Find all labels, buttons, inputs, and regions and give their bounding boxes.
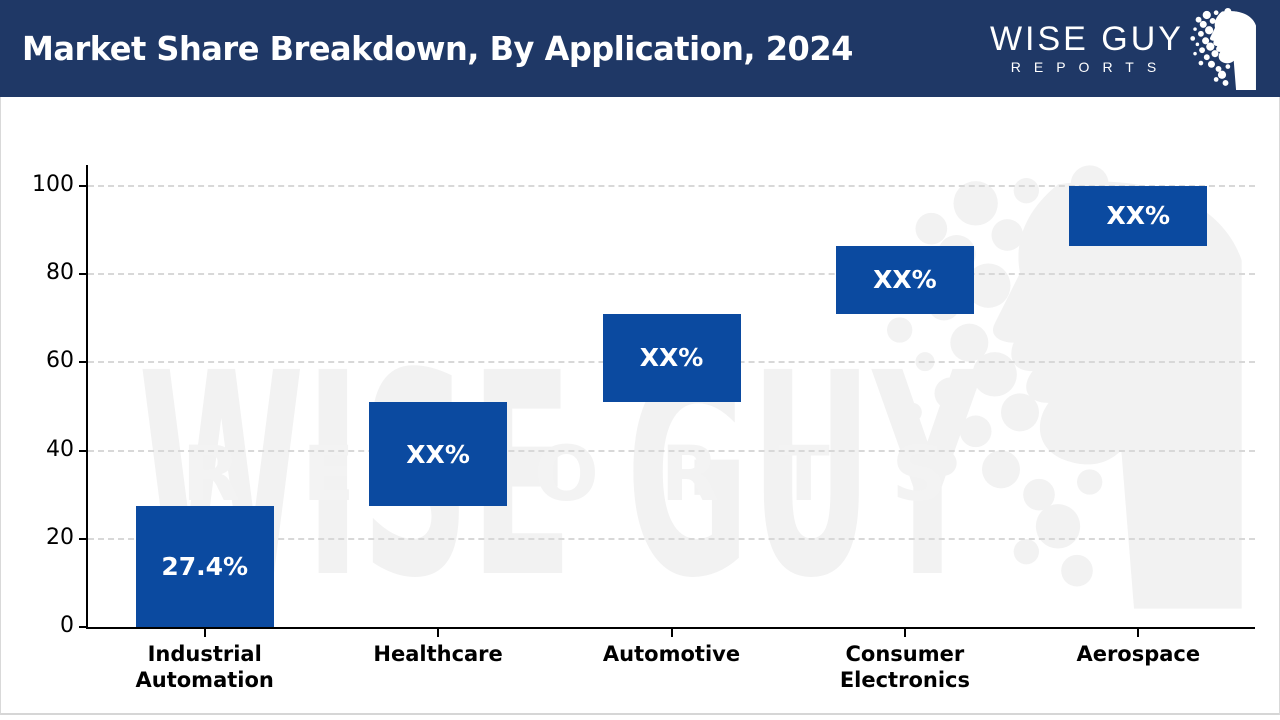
wise-guy-reports-logo: WISE GUY REPORTS: [989, 7, 1258, 90]
bar-value-label: 27.4%: [161, 552, 249, 582]
y-tick-label: 60: [46, 348, 74, 374]
y-tick-mark: [79, 273, 87, 276]
bar-value-label: XX%: [1106, 201, 1171, 231]
bar-segment: 27.4%: [135, 506, 274, 627]
logo-face-icon: [1190, 7, 1256, 90]
bar-segment: XX%: [369, 402, 508, 507]
x-tick-mark: [437, 629, 440, 637]
bar-value-label: XX%: [873, 265, 937, 295]
x-category-label: Consumer Electronics: [839, 642, 970, 693]
plot-area: 27.4% XX% XX% XX% XX%: [88, 165, 1255, 627]
x-axis: [86, 627, 1255, 629]
y-tick-label: 0: [60, 613, 74, 638]
header-bar: Market Share Breakdown, By Application, …: [0, 0, 1280, 97]
logo-subtitle: REPORTS: [1010, 59, 1170, 76]
y-tick-label: 100: [32, 172, 74, 197]
bar-segment: XX%: [602, 313, 741, 403]
x-category-label: Healthcare: [373, 642, 503, 666]
gridline: [88, 449, 1255, 452]
x-tick-mark: [903, 629, 906, 637]
logo-wordmark: WISE GUY: [989, 19, 1184, 58]
y-tick-mark: [79, 449, 87, 452]
x-category-label: Industrial Automation: [135, 642, 274, 693]
bar-value-label: XX%: [639, 343, 704, 373]
x-tick-mark: [1137, 629, 1140, 637]
gridline: [88, 273, 1255, 276]
y-tick-label: 40: [46, 436, 74, 462]
gridline: [88, 537, 1255, 540]
x-tick-mark: [203, 629, 206, 637]
y-tick-mark: [79, 537, 87, 540]
gridline: [88, 185, 1255, 187]
bar-segment: XX%: [835, 245, 974, 314]
y-tick-mark: [79, 185, 87, 187]
y-tick-label: 80: [46, 260, 74, 286]
y-tick-mark: [79, 361, 87, 364]
y-tick-mark: [79, 626, 87, 628]
logo-text: WISE GUY REPORTS: [989, 19, 1184, 76]
y-tick-label: 20: [46, 524, 74, 550]
x-tick-mark: [670, 629, 673, 637]
y-axis: [86, 165, 88, 629]
bar-value-label: XX%: [406, 439, 470, 469]
x-category-label: Aerospace: [1076, 642, 1201, 666]
bar-segment: XX%: [1069, 186, 1208, 246]
x-category-label: Automotive: [602, 642, 741, 666]
page-title: Market Share Breakdown, By Application, …: [22, 29, 853, 68]
